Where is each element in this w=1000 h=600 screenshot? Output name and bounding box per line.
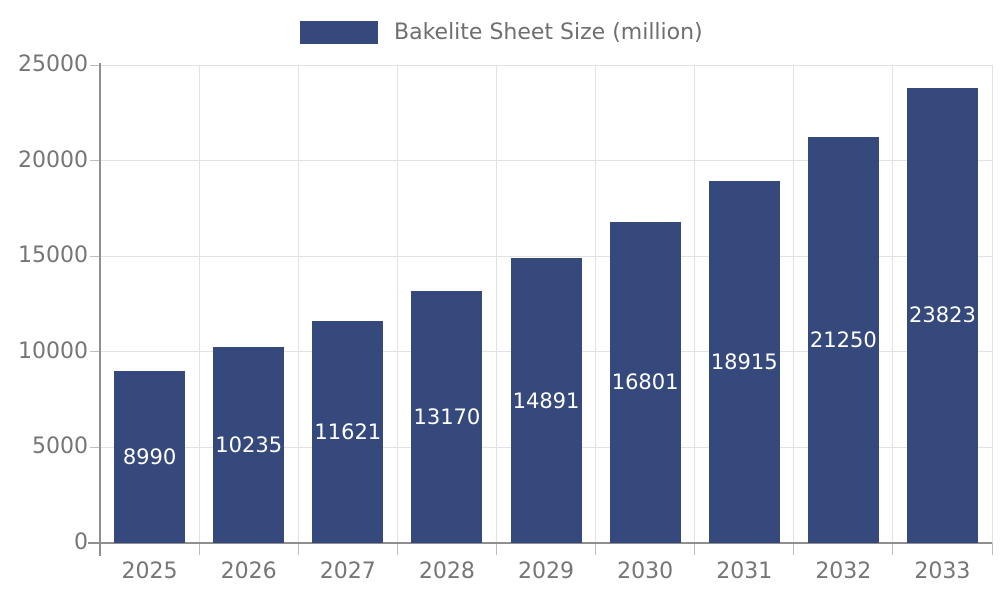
x-tick-mark — [198, 543, 200, 555]
y-tick-label: 15000 — [18, 243, 88, 269]
v-gridline — [892, 65, 894, 543]
x-tick-label: 2028 — [418, 559, 475, 584]
legend-label: Bakelite Sheet Size (million) — [394, 20, 703, 45]
bar — [708, 181, 780, 543]
x-tick-label: 2029 — [517, 559, 574, 584]
bar — [609, 221, 681, 543]
x-tick-mark — [991, 543, 993, 555]
x-tick-mark — [595, 543, 597, 555]
y-tick-mark — [90, 351, 100, 353]
v-gridline — [495, 65, 497, 543]
x-axis-line — [88, 542, 992, 544]
x-tick-label: 2025 — [121, 559, 178, 584]
bar — [906, 87, 978, 543]
bar — [312, 320, 384, 543]
y-tick-label: 0 — [74, 530, 88, 555]
v-gridline — [198, 65, 200, 543]
h-gridline — [100, 64, 992, 66]
x-tick-mark — [495, 543, 497, 555]
v-gridline — [793, 65, 795, 543]
x-tick-label: 2033 — [914, 559, 971, 584]
bar-value-label: 23823 — [909, 303, 976, 328]
y-tick-mark — [90, 64, 100, 66]
bar — [510, 258, 582, 543]
bar-value-label: 21250 — [809, 327, 877, 352]
legend-swatch — [300, 21, 378, 44]
bar-value-label: 11621 — [314, 419, 382, 444]
v-gridline — [297, 65, 299, 543]
y-tick-label: 25000 — [18, 52, 88, 77]
bar-value-label: 14891 — [512, 388, 580, 413]
bar-value-label: 13170 — [413, 405, 481, 430]
y-tick-label: 10000 — [18, 338, 88, 364]
y-tick-mark — [90, 255, 100, 257]
y-axis-line — [99, 63, 101, 556]
y-tick-label: 5000 — [32, 434, 88, 460]
bar-value-label: 16801 — [611, 370, 679, 395]
v-gridline — [694, 65, 696, 543]
x-tick-label: 2032 — [815, 559, 872, 584]
bar — [213, 347, 285, 543]
v-gridline — [595, 65, 597, 543]
bar — [114, 371, 186, 543]
bar — [807, 136, 879, 543]
x-tick-mark — [396, 543, 398, 555]
x-tick-label: 2027 — [319, 559, 376, 584]
x-tick-label: 2031 — [716, 559, 773, 584]
y-tick-label: 20000 — [18, 147, 88, 173]
x-tick-label: 2030 — [617, 559, 674, 584]
y-tick-mark — [90, 446, 100, 448]
bar-value-label: 18915 — [710, 350, 778, 375]
bar-value-label: 10235 — [215, 433, 283, 458]
x-tick-label: 2026 — [220, 559, 277, 584]
x-tick-mark — [892, 543, 894, 555]
h-gridline — [100, 160, 992, 162]
v-gridline — [991, 65, 993, 543]
v-gridline — [396, 65, 398, 543]
bar-value-label: 8990 — [122, 445, 177, 470]
x-tick-mark — [694, 543, 696, 555]
bar — [411, 291, 483, 543]
x-tick-mark — [793, 543, 795, 555]
x-tick-mark — [297, 543, 299, 555]
h-gridline — [100, 255, 992, 257]
y-tick-mark — [90, 160, 100, 162]
